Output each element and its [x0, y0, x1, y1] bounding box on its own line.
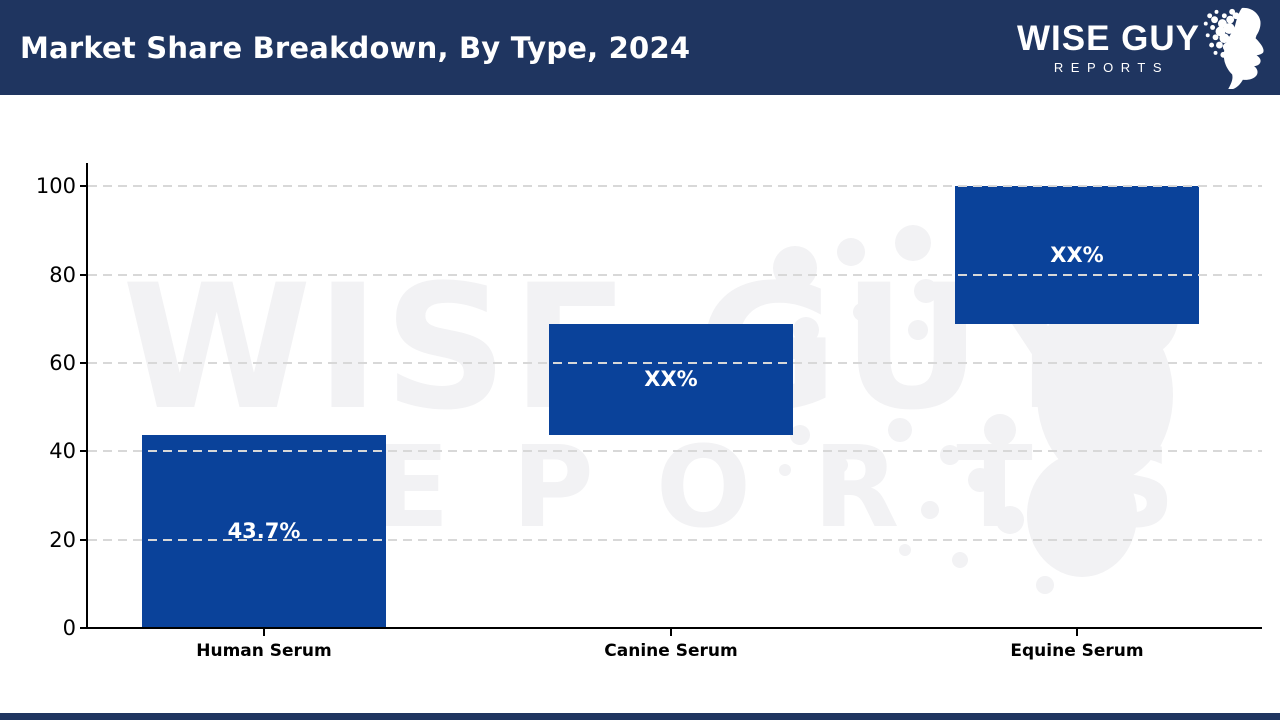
y-axis-tick [80, 273, 88, 276]
x-category-label: Human Serum [196, 641, 332, 661]
gridline-80 [88, 273, 1262, 276]
y-axis-tick-label: 20 [49, 527, 76, 552]
bar-equine-serum: XX% [955, 186, 1199, 325]
header-bar: Market Share Breakdown, By Type, 2024 WI… [0, 0, 1280, 95]
page-title: Market Share Breakdown, By Type, 2024 [20, 30, 691, 65]
logo-name-text: WISE GUY [1016, 19, 1200, 58]
logo-text: WISE GUY REPORTS [1016, 19, 1200, 76]
y-axis-tick-label: 40 [49, 439, 76, 464]
bar-human-serum: 43.7% [142, 434, 386, 628]
gridline-100 [88, 185, 1262, 188]
gridline-60 [88, 361, 1262, 364]
bar-canine-serum: XX% [549, 324, 793, 435]
wise-guy-reports-logo: WISE GUY REPORTS [1017, 4, 1274, 92]
logo-tagline-text: REPORTS [1053, 60, 1170, 75]
x-axis-tick [670, 629, 672, 636]
x-axis-tick [263, 629, 265, 636]
wise-guy-head-icon [1203, 7, 1264, 90]
footer-bar [0, 713, 1280, 720]
y-axis-tick [80, 450, 88, 453]
y-axis-tick [80, 538, 88, 541]
y-axis-tick [80, 185, 88, 188]
gridline-20 [88, 538, 1262, 541]
y-axis-tick-label: 80 [49, 262, 76, 287]
bar-value-label: XX% [1050, 243, 1104, 268]
y-axis-spine [86, 163, 88, 629]
x-category-label: Canine Serum [604, 641, 738, 661]
y-axis-tick-label: 0 [62, 616, 76, 640]
gridline-40 [88, 450, 1262, 453]
y-axis-tick-label: 60 [49, 350, 76, 375]
x-category-label: Equine Serum [1010, 641, 1144, 661]
y-axis-tick-label: 100 [35, 174, 76, 199]
x-axis-tick [1076, 629, 1078, 636]
y-axis-tick [80, 627, 88, 629]
y-axis-tick [80, 361, 88, 364]
bar-value-label: XX% [644, 367, 698, 392]
x-axis-spine [86, 627, 1262, 629]
